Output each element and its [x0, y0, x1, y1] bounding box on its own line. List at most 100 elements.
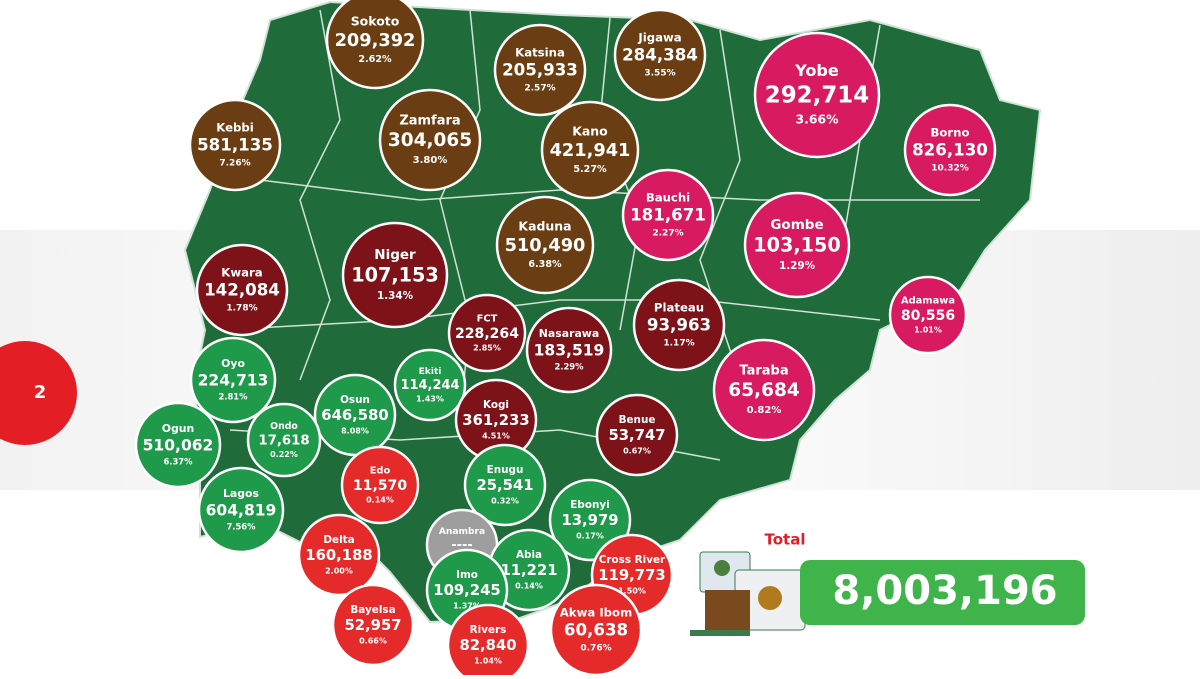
- state-share: 3.66%: [796, 111, 840, 126]
- state-name: Delta: [323, 534, 354, 546]
- page-marker-badge: [0, 341, 77, 445]
- state-count: 11,570: [353, 478, 407, 494]
- state-bubble: [393, 348, 467, 422]
- state-share: 0.22%: [270, 450, 298, 459]
- total-icon: [690, 551, 806, 636]
- state-share: 1.29%: [779, 260, 816, 272]
- state-count: 142,084: [204, 280, 280, 299]
- state-share: 2.85%: [473, 344, 501, 353]
- state-share: 2.81%: [218, 391, 248, 401]
- total-value: 8,003,196: [832, 568, 1057, 614]
- state-count: 93,963: [647, 315, 711, 334]
- state-count: 292,714: [765, 83, 869, 109]
- state-count: 107,153: [351, 264, 439, 287]
- state-count: 80,556: [901, 308, 955, 324]
- state-bubble: [134, 401, 222, 489]
- state-name: Katsina: [515, 45, 565, 59]
- state-share: 0.67%: [623, 447, 651, 456]
- state-share: 2.57%: [524, 84, 555, 94]
- state-share: 7.26%: [219, 159, 250, 169]
- state-count: 510,490: [505, 236, 586, 256]
- state-share: 1.43%: [416, 395, 444, 404]
- state-bubble: [378, 88, 482, 192]
- state-bubble: [753, 31, 881, 159]
- state-name: Adamawa: [901, 296, 955, 307]
- state-name: Ondo: [270, 421, 298, 432]
- state-name: FCT: [477, 314, 498, 325]
- state-share: 3.55%: [644, 69, 675, 79]
- state-name: Sokoto: [351, 13, 400, 28]
- state-share: 1.34%: [377, 290, 414, 302]
- state-share: 1.37%: [453, 602, 481, 611]
- state-name: Edo: [370, 466, 391, 477]
- state-share: 2.27%: [652, 229, 683, 239]
- state-count: 53,747: [608, 427, 665, 444]
- state-count: 224,713: [198, 371, 269, 389]
- state-name: Borno: [930, 125, 969, 139]
- state-share: 0.66%: [359, 637, 387, 646]
- state-count: 604,819: [206, 501, 277, 519]
- state-name: Zamfara: [399, 114, 460, 129]
- state-bubble: [340, 445, 420, 525]
- state-share: 7.56%: [226, 521, 256, 531]
- state-name: Ekiti: [419, 367, 442, 377]
- state-count: 304,065: [388, 130, 472, 151]
- state-share: 6.37%: [163, 456, 193, 466]
- state-share: 5.27%: [573, 164, 607, 175]
- state-bubble: [246, 402, 322, 478]
- state-share: 1.50%: [618, 587, 646, 596]
- state-count: 114,244: [401, 378, 460, 393]
- state-share: 3.80%: [413, 155, 448, 166]
- state-bubble: [447, 293, 527, 373]
- state-share: 4.51%: [482, 432, 510, 441]
- state-name: Imo: [456, 569, 478, 581]
- state-bubble: [613, 8, 707, 102]
- state-name: Niger: [374, 247, 416, 263]
- state-count: 82,840: [459, 637, 516, 654]
- state-name: Kaduna: [518, 218, 571, 233]
- state-count: 119,773: [598, 567, 665, 584]
- state-bubble: [188, 98, 282, 192]
- state-bubble: [495, 195, 595, 295]
- total-box: [800, 560, 1085, 625]
- state-share: 0.32%: [491, 497, 519, 506]
- state-count: 581,135: [197, 135, 273, 154]
- state-name: Gombe: [770, 217, 823, 233]
- state-name: Kwara: [221, 265, 262, 279]
- state-count: 183,519: [534, 341, 605, 359]
- state-share: 1.01%: [914, 326, 942, 335]
- state-bubble: [325, 0, 425, 90]
- state-count: 11,221: [500, 562, 557, 579]
- state-count: 228,264: [455, 326, 519, 342]
- state-bubble: [189, 336, 277, 424]
- state-bubble: [621, 168, 715, 262]
- state-bubble: [903, 103, 997, 197]
- state-bubble: [548, 478, 632, 562]
- state-bubble: [195, 243, 289, 337]
- state-name: Cross River: [599, 554, 666, 566]
- state-count: 284,384: [622, 45, 698, 64]
- state-count: 209,392: [335, 31, 416, 51]
- state-share: 8.08%: [341, 427, 369, 436]
- state-name: Oyo: [221, 357, 245, 370]
- state-name: Akwa Ibom: [560, 605, 633, 619]
- state-share: 6.38%: [528, 259, 562, 270]
- state-bubble: [493, 23, 587, 117]
- state-share: 1.04%: [474, 657, 502, 666]
- state-name: Kebbi: [216, 120, 254, 134]
- state-count: 160,188: [305, 547, 372, 564]
- state-name: Taraba: [739, 364, 788, 379]
- state-count: 646,580: [321, 407, 388, 424]
- state-share: 0.76%: [580, 644, 611, 654]
- state-share: 0.17%: [576, 532, 604, 541]
- state-bubble: [632, 278, 726, 372]
- state-count: 13,979: [561, 512, 618, 529]
- state-name: Osun: [340, 394, 370, 406]
- state-count: 361,233: [462, 412, 529, 429]
- state-name: Ebonyi: [570, 499, 609, 511]
- state-count: 65,684: [728, 380, 800, 401]
- state-share: 2.62%: [358, 54, 392, 65]
- state-name: Kogi: [483, 399, 509, 411]
- state-bubble: [743, 191, 851, 299]
